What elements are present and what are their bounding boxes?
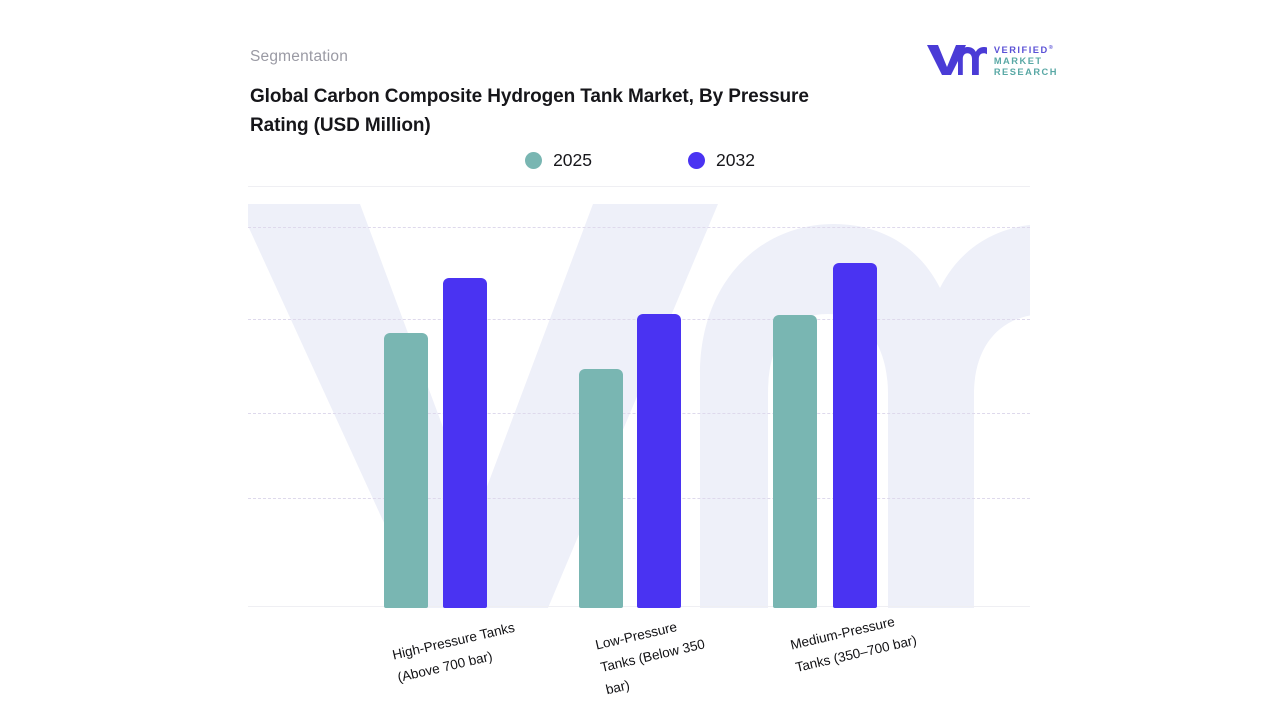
legend-swatch-icon <box>688 152 705 169</box>
bar-2032-0[interactable] <box>443 278 487 608</box>
category-label-medium-pressure: Medium-Pressure Tanks (350–700 bar) <box>788 613 919 676</box>
logo-line-research: RESEARCH <box>993 67 1058 78</box>
x-axis-category-labels: High-Pressure Tanks (Above 700 bar) Low-… <box>248 612 1030 720</box>
category-label-low-pressure: Low-Pressure Tanks (Below 350 bar) <box>593 619 707 698</box>
bar-chart-plot-area <box>248 186 1030 608</box>
legend-swatch-icon <box>525 152 543 169</box>
logo-line-verified: VERIFIED® <box>993 45 1053 56</box>
legend-item-2032[interactable]: 2032 <box>688 150 755 171</box>
chart-legend: 2025 2032 <box>250 150 1030 171</box>
page-title: Global Carbon Composite Hydrogen Tank Ma… <box>250 86 809 137</box>
logo-wordmark: VERIFIED® MARKET RESEARCH <box>994 45 1058 78</box>
legend-label: 2032 <box>716 150 755 170</box>
bar-2025-2[interactable] <box>773 315 817 608</box>
logo-line-market: MARKET <box>993 56 1043 67</box>
bar-2025-0[interactable] <box>384 333 428 608</box>
bar-2032-1[interactable] <box>637 314 681 608</box>
gridline-top <box>248 186 1030 187</box>
legend-item-2025[interactable]: 2025 <box>525 150 592 171</box>
verified-market-research-logo: VERIFIED® MARKET RESEARCH <box>925 42 1058 81</box>
legend-label: 2025 <box>553 150 592 170</box>
bar-group <box>248 186 1030 608</box>
bar-2032-2[interactable] <box>833 263 877 608</box>
registered-icon: ® <box>1048 45 1053 51</box>
vm-ligature-icon <box>925 42 987 81</box>
bar-2025-1[interactable] <box>579 369 623 608</box>
category-label-high-pressure: High-Pressure Tanks (Above 700 bar) <box>390 619 517 686</box>
segmentation-kicker: Segmentation <box>250 48 349 65</box>
gridline <box>248 227 1030 228</box>
